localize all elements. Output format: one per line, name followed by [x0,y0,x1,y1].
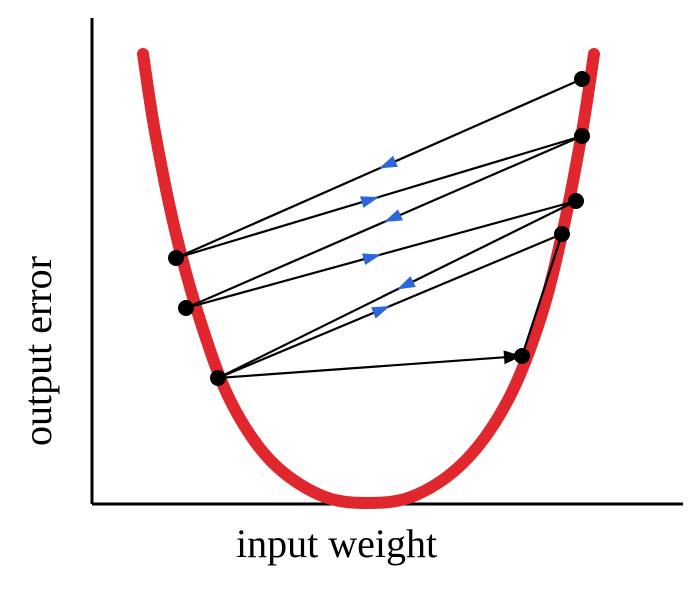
step-point-4 [514,348,530,364]
y-axis-label: output error [14,256,61,446]
step-point-2 [568,193,584,209]
step-line-6 [522,234,562,356]
direction-arrow-5 [371,306,390,318]
direction-arrow-0 [379,156,398,169]
direction-arrow-1 [360,196,379,207]
step-point-3 [554,226,570,242]
gradient-descent-diagram: output error input weight [0,0,695,593]
step-point-0 [574,71,590,87]
error-curve [143,54,594,503]
diagram-svg [0,0,695,593]
step-point-5 [168,250,184,266]
step-point-1 [574,128,590,144]
direction-arrow-4 [397,276,416,289]
direction-arrow-2 [384,209,403,222]
step-point-7 [210,370,226,386]
direction-arrow-3 [362,253,381,265]
step-point-6 [178,300,194,316]
x-axis-label: input weight [236,520,437,567]
